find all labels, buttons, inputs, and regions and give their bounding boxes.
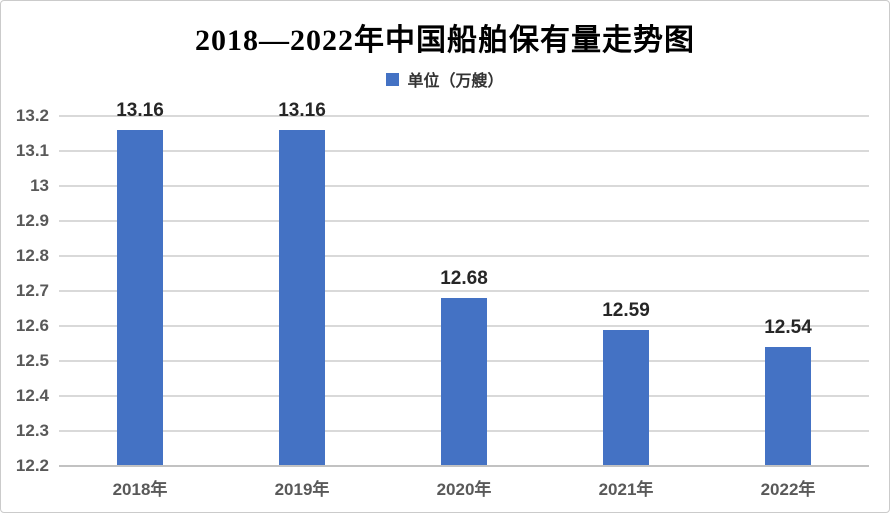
chart-title: 2018—2022年中国船舶保有量走势图 xyxy=(195,24,695,57)
gridline xyxy=(59,220,869,222)
legend: 单位（万艘） xyxy=(1,67,889,91)
x-tick-label: 2020年 xyxy=(436,480,492,499)
y-tick-label: 12.6 xyxy=(15,316,49,335)
x-tick-label: 2019年 xyxy=(274,480,330,499)
legend-marker-icon xyxy=(386,72,400,86)
y-tick-label: 12.8 xyxy=(15,246,49,265)
legend-label: 单位（万艘） xyxy=(407,73,504,90)
bar-2018年 xyxy=(117,130,163,466)
y-tick-label: 12.5 xyxy=(15,351,49,370)
y-tick-label: 12.3 xyxy=(15,421,49,440)
gridline xyxy=(59,115,869,117)
gridline xyxy=(59,150,869,152)
bar-2019年 xyxy=(279,130,325,466)
y-tick-label: 12.9 xyxy=(15,211,49,230)
y-tick-label: 12.7 xyxy=(15,281,49,300)
gridline xyxy=(59,290,869,292)
y-tick-label: 12.4 xyxy=(15,386,49,405)
x-tick-label: 2021年 xyxy=(598,480,654,499)
gridline xyxy=(59,255,869,257)
gridline xyxy=(59,185,869,187)
y-tick-label: 13.1 xyxy=(15,141,49,160)
x-axis-line xyxy=(59,465,869,467)
bar-2021年 xyxy=(603,329,649,466)
bar-2022年 xyxy=(765,347,811,466)
bar-value-label: 12.54 xyxy=(764,317,812,338)
bar-value-label: 12.68 xyxy=(440,268,488,289)
bar-value-label: 12.59 xyxy=(602,299,650,321)
x-tick-label: 2018年 xyxy=(112,480,168,499)
y-tick-label: 13 xyxy=(30,176,49,195)
y-tick-label: 12.2 xyxy=(15,456,49,475)
bar-value-label: 13.16 xyxy=(116,100,164,121)
y-tick-label: 13.2 xyxy=(15,106,49,125)
bar-2020年 xyxy=(441,298,487,466)
bar-value-label: 13.16 xyxy=(278,100,326,121)
x-tick-label: 2022年 xyxy=(760,480,816,499)
